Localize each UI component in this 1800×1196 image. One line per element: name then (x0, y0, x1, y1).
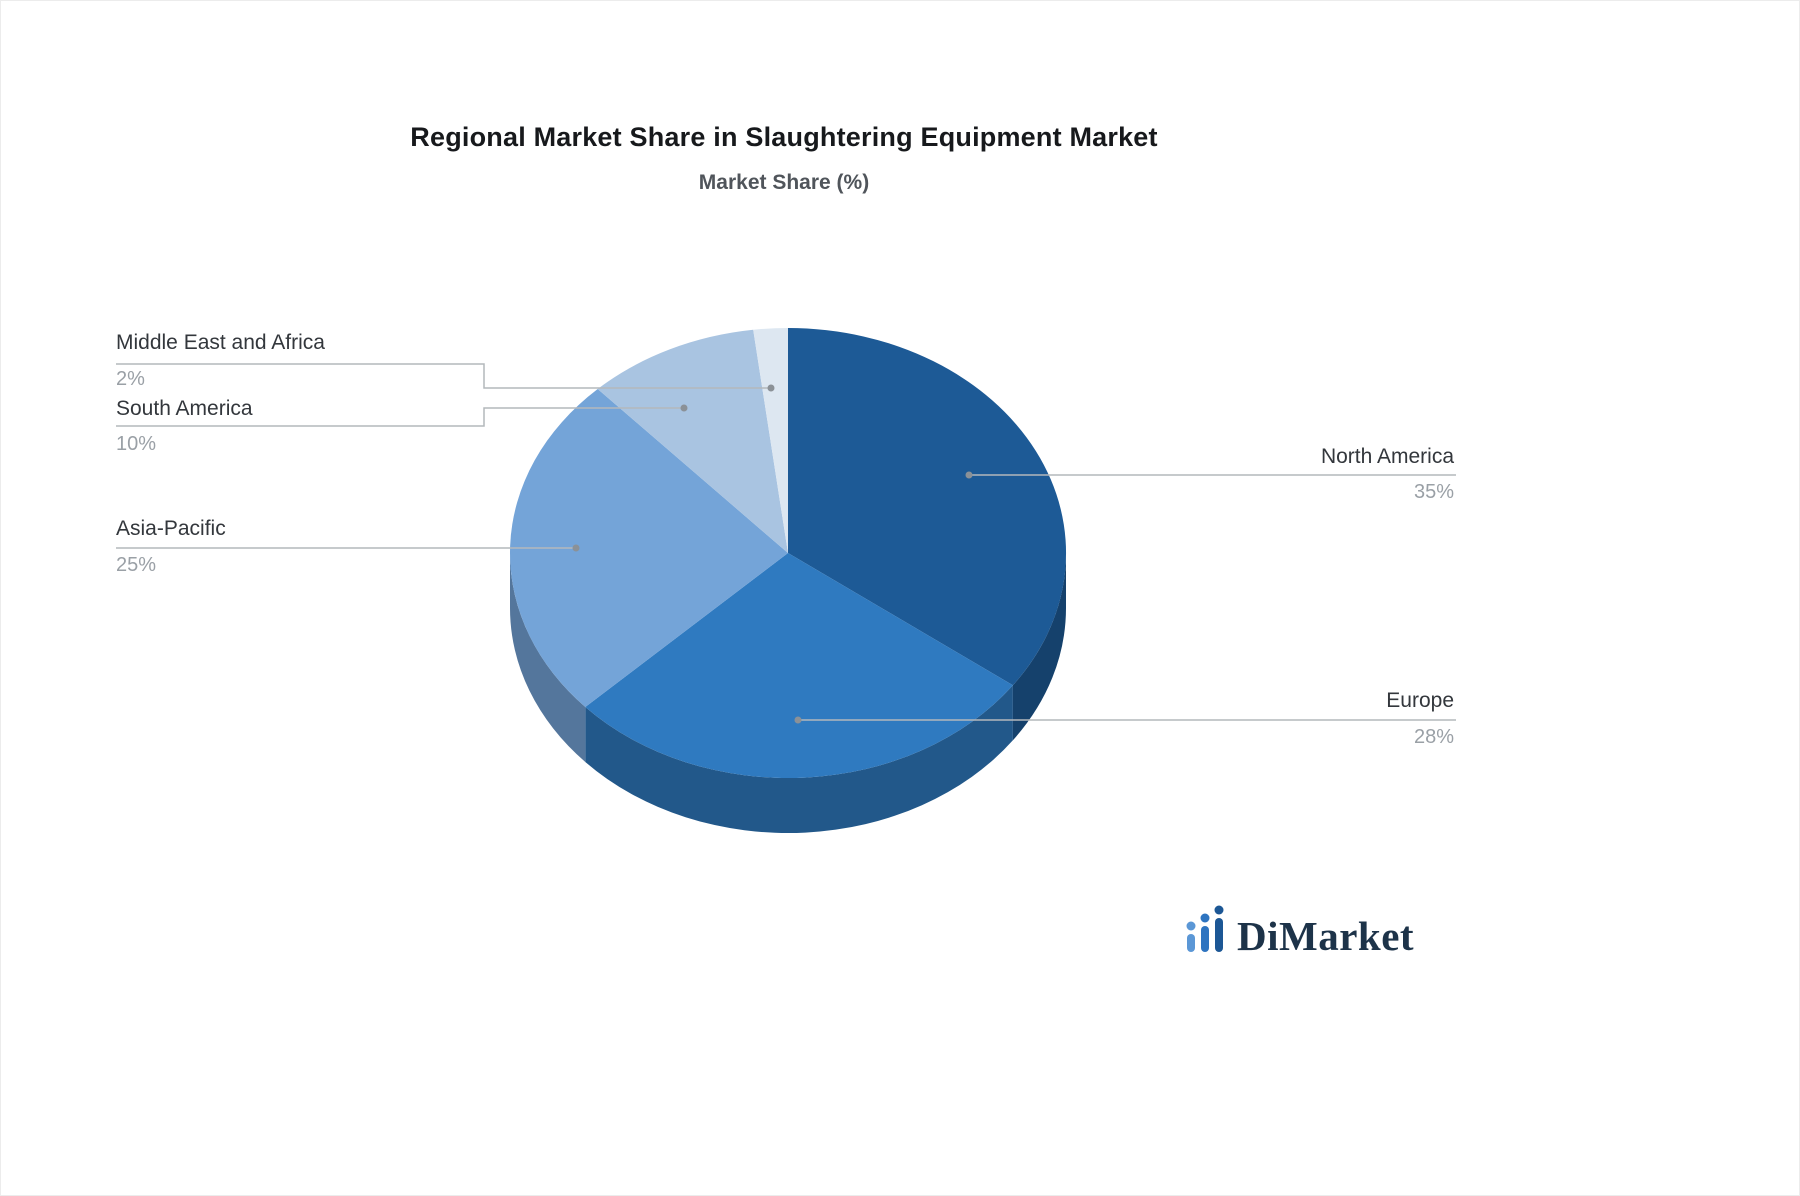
pie-label-name-asia-pacific: Asia-Pacific (116, 517, 226, 540)
dimarket-logo-text: DiMarket (1237, 913, 1415, 960)
pie-label-name-north-america: North America (1320, 445, 1454, 468)
label-connector-dot (965, 471, 973, 479)
label-connector-dot (767, 384, 775, 392)
pie-label-value-south-america: 10% (116, 433, 157, 455)
pie-slice-middle-east-and-africa[interactable] (753, 328, 788, 553)
pie-label-value-asia-pacific: 25% (116, 554, 157, 576)
label-connector-line (116, 407, 684, 427)
pie-slice-side (585, 685, 1013, 834)
pie-label-name-europe: Europe (1386, 689, 1454, 712)
pie-slices (510, 328, 1067, 779)
pie-slice-north-america[interactable] (788, 328, 1067, 686)
pie-label-value-north-america: 35% (1413, 481, 1454, 503)
label-connector-line (116, 363, 771, 389)
pie-slice-europe[interactable] (585, 553, 1013, 779)
pie-slice-south-america[interactable] (597, 329, 788, 553)
dimarket-logo-icon (1186, 905, 1224, 952)
pie-slice-asia-pacific[interactable] (510, 389, 788, 707)
label-connector-dot (680, 404, 688, 412)
chart-title: Regional Market Share in Slaughtering Eq… (410, 122, 1158, 152)
pie-depth-walls (510, 553, 1066, 834)
pie-label-name-south-america: South America (116, 397, 253, 420)
label-connectors (116, 363, 1456, 724)
label-connector-dot (794, 716, 802, 724)
chart-subtitle: Market Share (%) (698, 171, 870, 194)
pie-slice-side (1012, 553, 1066, 741)
pie-slice-side (510, 553, 586, 762)
pie-label-value-europe: 28% (1413, 726, 1454, 748)
label-connector-dot (572, 544, 580, 552)
dimarket-logo: DiMarket (1186, 904, 1415, 960)
pie-label-name-middle-east-and-africa: Middle East and Africa (116, 331, 325, 354)
pie-label-value-middle-east-and-africa: 2% (116, 368, 145, 390)
